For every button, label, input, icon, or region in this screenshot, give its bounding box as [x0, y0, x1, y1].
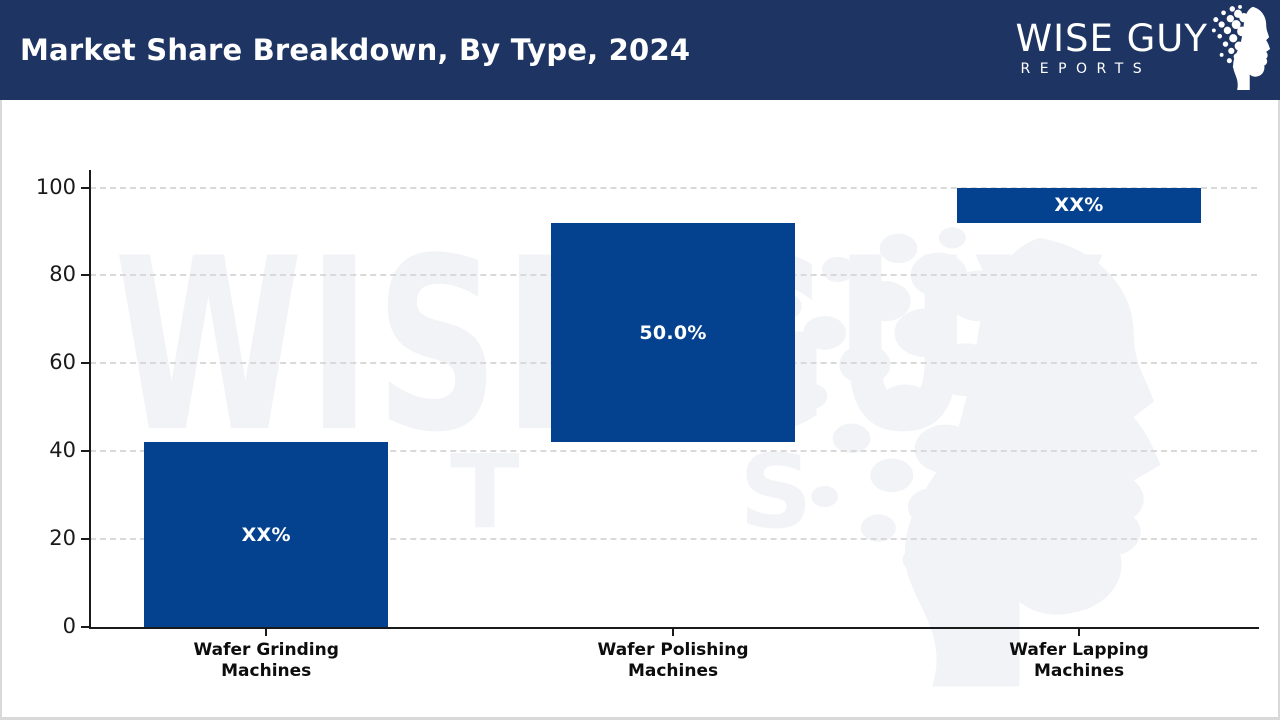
bar: XX% [144, 442, 389, 627]
brand-logo: WISE GUY REPORTS [1016, 4, 1272, 92]
bar-value-label: XX% [1054, 194, 1104, 217]
bar: 50.0% [551, 222, 796, 443]
chart-canvas: WISE GUY R T S XX% 50.0% XX% 0 20 40 60 80 100 [0, 100, 1280, 720]
y-tick-label: 0 [62, 614, 76, 638]
brand-logo-text: WISE GUY REPORTS [1015, 17, 1208, 77]
x-axis-line [89, 627, 1259, 629]
y-tick-label: 60 [49, 350, 76, 375]
head-profile-icon [1211, 4, 1271, 91]
plot-area: XX% 50.0% XX% [90, 170, 1257, 627]
x-tick-mark [672, 629, 675, 636]
header-bar: Market Share Breakdown, By Type, 2024 WI… [0, 0, 1280, 100]
y-axis-line [89, 170, 91, 629]
x-tick-mark [1078, 629, 1081, 636]
brand-subtitle: REPORTS [1020, 60, 1152, 77]
watermark-head-profile [757, 227, 1161, 687]
brand-name: WISE GUY [1015, 17, 1208, 61]
bar-value-label: 50.0% [639, 321, 707, 344]
y-tick-label: 100 [35, 174, 76, 199]
category-label: Wafer Polishing Machines [597, 640, 749, 681]
y-tick-mark [81, 362, 89, 365]
y-tick-mark [81, 450, 89, 453]
y-tick-mark [81, 626, 89, 628]
y-tick-mark [81, 274, 89, 277]
page-title: Market Share Breakdown, By Type, 2024 [20, 33, 691, 67]
y-tick-label: 20 [49, 526, 76, 551]
category-label: Wafer Grinding Machines [193, 640, 339, 681]
y-tick-mark [81, 186, 89, 189]
gridline [90, 186, 1257, 189]
y-tick-mark [81, 538, 89, 541]
y-tick-label: 80 [49, 262, 76, 287]
gridline [90, 538, 1257, 541]
x-tick-mark [265, 629, 268, 636]
bar: XX% [957, 187, 1202, 223]
category-label: Wafer Lapping Machines [1009, 640, 1149, 681]
bar-value-label: XX% [241, 523, 291, 546]
y-tick-label: 40 [49, 438, 76, 463]
gridline [90, 450, 1257, 453]
